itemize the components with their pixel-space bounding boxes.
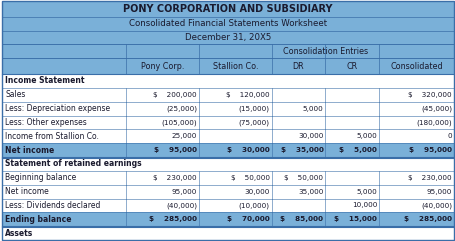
Text: Assets: Assets <box>5 228 33 238</box>
Bar <box>2 58 453 74</box>
Text: $    200,000: $ 200,000 <box>153 92 197 98</box>
Text: Net income: Net income <box>5 187 49 196</box>
Text: 35,000: 35,000 <box>298 189 323 194</box>
Text: 10,000: 10,000 <box>351 202 377 208</box>
Text: Consolidated Financial Statements Worksheet: Consolidated Financial Statements Worksh… <box>129 19 326 28</box>
Bar <box>2 102 453 116</box>
Text: 95,000: 95,000 <box>426 189 451 194</box>
Bar <box>2 17 453 31</box>
Text: $    5,000: $ 5,000 <box>339 147 377 153</box>
Text: 95,000: 95,000 <box>171 189 197 194</box>
Text: Beginning balance: Beginning balance <box>5 173 76 182</box>
Text: Consolidated: Consolidated <box>389 62 442 71</box>
Text: Less: Other expenses: Less: Other expenses <box>5 118 86 127</box>
Text: December 31, 20X5: December 31, 20X5 <box>184 33 271 42</box>
Text: Consolidation Entries: Consolidation Entries <box>282 47 367 56</box>
Text: (10,000): (10,000) <box>238 202 269 209</box>
Text: $    50,000: $ 50,000 <box>284 175 323 181</box>
Bar <box>2 171 453 185</box>
Text: (105,000): (105,000) <box>161 119 197 126</box>
Bar <box>2 199 453 212</box>
Bar <box>2 185 453 199</box>
Bar <box>2 143 453 157</box>
Text: $    95,000: $ 95,000 <box>154 147 197 153</box>
Text: 0: 0 <box>446 133 451 139</box>
Text: (45,000): (45,000) <box>420 105 451 112</box>
Text: Stallion Co.: Stallion Co. <box>212 62 258 71</box>
Text: $    50,000: $ 50,000 <box>230 175 269 181</box>
Text: $    15,000: $ 15,000 <box>334 216 377 222</box>
Text: (180,000): (180,000) <box>415 119 451 126</box>
Text: Ending balance: Ending balance <box>5 215 71 224</box>
Text: $    35,000: $ 35,000 <box>280 147 323 153</box>
Bar <box>2 88 453 102</box>
Text: Sales: Sales <box>5 90 25 99</box>
Bar <box>2 1 453 17</box>
Bar <box>2 157 453 171</box>
Text: $    70,000: $ 70,000 <box>226 216 269 222</box>
Text: $    30,000: $ 30,000 <box>226 147 269 153</box>
Text: Income from Stallion Co.: Income from Stallion Co. <box>5 132 99 141</box>
Text: Pony Corp.: Pony Corp. <box>141 62 184 71</box>
Text: $    285,000: $ 285,000 <box>403 216 451 222</box>
Text: 30,000: 30,000 <box>243 189 269 194</box>
Bar <box>2 212 453 226</box>
Text: 5,000: 5,000 <box>302 106 323 112</box>
Text: 30,000: 30,000 <box>298 133 323 139</box>
Bar <box>2 44 453 58</box>
Bar <box>2 129 453 143</box>
Text: Statement of retained earnings: Statement of retained earnings <box>5 160 142 168</box>
Text: $    230,000: $ 230,000 <box>408 175 451 181</box>
Text: $    95,000: $ 95,000 <box>408 147 451 153</box>
Text: 5,000: 5,000 <box>356 133 377 139</box>
Text: (75,000): (75,000) <box>238 119 269 126</box>
Text: $    285,000: $ 285,000 <box>149 216 197 222</box>
Text: Net income: Net income <box>5 146 54 155</box>
Text: (25,000): (25,000) <box>166 105 197 112</box>
Text: $    120,000: $ 120,000 <box>225 92 269 98</box>
Text: (40,000): (40,000) <box>420 202 451 209</box>
Bar <box>2 116 453 129</box>
Text: DR: DR <box>292 62 303 71</box>
Bar <box>2 31 453 44</box>
Bar <box>2 226 453 240</box>
Text: $    85,000: $ 85,000 <box>280 216 323 222</box>
Text: Income Statement: Income Statement <box>5 76 84 86</box>
Text: PONY CORPORATION AND SUBSIDIARY: PONY CORPORATION AND SUBSIDIARY <box>123 4 332 14</box>
Text: (40,000): (40,000) <box>166 202 197 209</box>
Text: (15,000): (15,000) <box>238 105 269 112</box>
Text: Less: Depreciation expense: Less: Depreciation expense <box>5 104 110 113</box>
Text: 25,000: 25,000 <box>171 133 197 139</box>
Text: CR: CR <box>346 62 357 71</box>
Text: 5,000: 5,000 <box>356 189 377 194</box>
Text: Less: Dividends declared: Less: Dividends declared <box>5 201 100 210</box>
Text: $    320,000: $ 320,000 <box>408 92 451 98</box>
Bar <box>2 74 453 88</box>
Text: $    230,000: $ 230,000 <box>153 175 197 181</box>
